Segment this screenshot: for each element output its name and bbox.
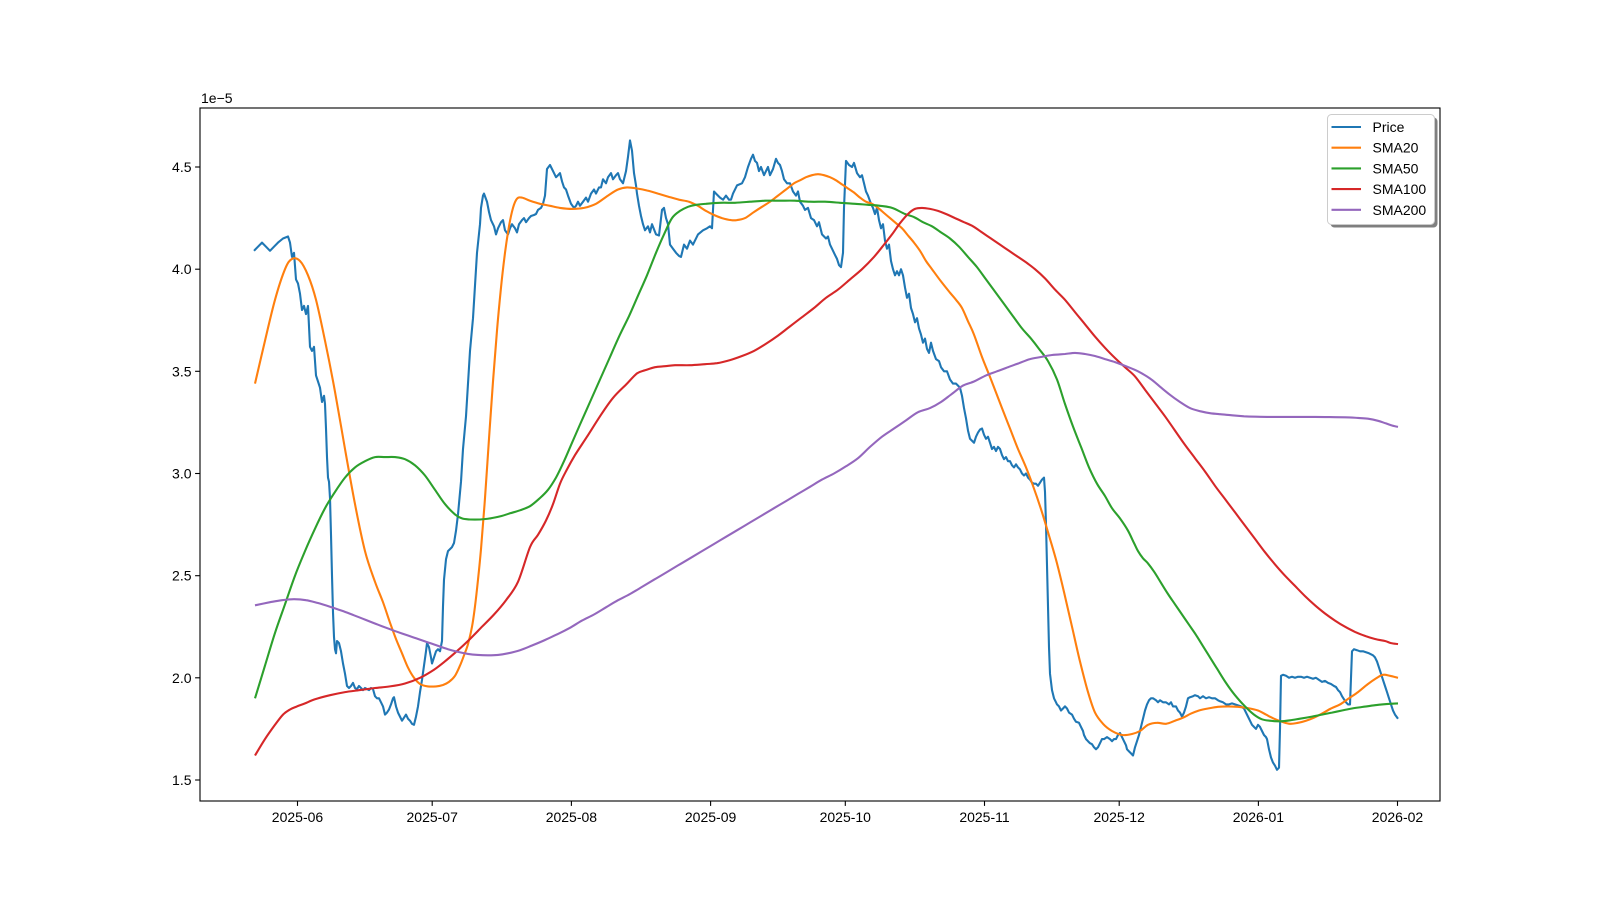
svg-text:4.5: 4.5 xyxy=(172,159,192,175)
svg-text:SMA200: SMA200 xyxy=(1373,202,1427,218)
svg-text:2025-12: 2025-12 xyxy=(1094,809,1146,825)
svg-text:SMA100: SMA100 xyxy=(1373,181,1427,197)
svg-text:2025-09: 2025-09 xyxy=(685,809,737,825)
svg-text:2.5: 2.5 xyxy=(172,568,192,584)
svg-text:SMA20: SMA20 xyxy=(1373,140,1419,156)
svg-text:4.0: 4.0 xyxy=(172,261,192,277)
svg-text:1e−5: 1e−5 xyxy=(201,90,233,106)
svg-text:2.0: 2.0 xyxy=(172,670,192,686)
svg-text:2025-11: 2025-11 xyxy=(959,809,1010,825)
svg-text:SMA50: SMA50 xyxy=(1373,160,1419,176)
svg-text:3.0: 3.0 xyxy=(172,466,192,482)
svg-text:Price: Price xyxy=(1373,119,1405,135)
svg-text:2026-02: 2026-02 xyxy=(1372,809,1424,825)
svg-text:2025-06: 2025-06 xyxy=(272,809,324,825)
svg-text:2026-01: 2026-01 xyxy=(1233,809,1285,825)
svg-text:2025-08: 2025-08 xyxy=(546,809,598,825)
svg-text:2025-10: 2025-10 xyxy=(820,809,872,825)
svg-text:2025-07: 2025-07 xyxy=(407,809,459,825)
svg-text:1.5: 1.5 xyxy=(172,772,192,788)
svg-text:3.5: 3.5 xyxy=(172,363,192,379)
